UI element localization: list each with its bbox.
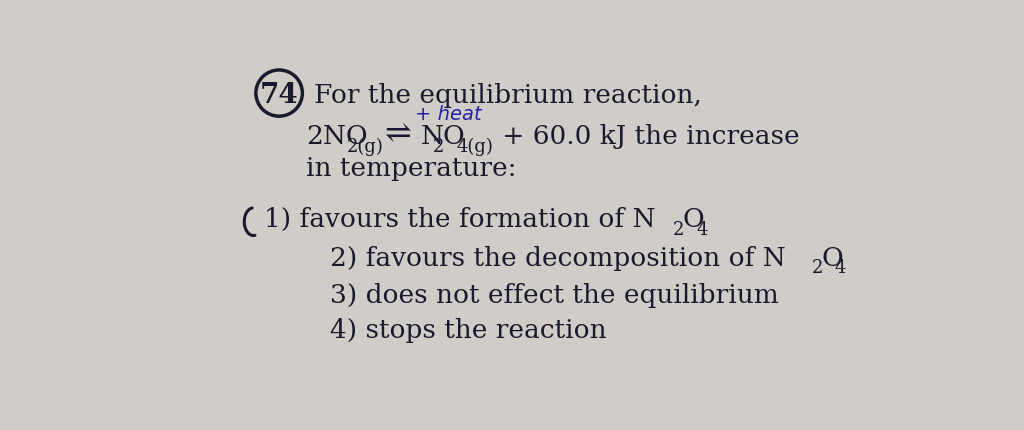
Text: O: O [683,207,705,232]
Text: 4(g): 4(g) [457,137,494,156]
Text: For the equilibrium reaction,: For the equilibrium reaction, [314,83,701,108]
Text: 2(g): 2(g) [346,137,383,156]
Text: 2) favours the decomposition of N: 2) favours the decomposition of N [330,245,785,270]
Text: ⇌: ⇌ [385,118,413,149]
Text: 2: 2 [432,138,444,156]
Text: N: N [421,124,444,149]
Text: 2: 2 [673,221,684,238]
Text: 2: 2 [812,259,823,277]
Text: 1) favours the formation of N: 1) favours the formation of N [264,207,656,232]
Text: O: O [442,124,465,149]
Text: in temperature:: in temperature: [306,156,517,181]
Text: 3) does not effect the equilibrium: 3) does not effect the equilibrium [330,282,778,307]
Text: + 60.0 kJ the increase: + 60.0 kJ the increase [494,124,800,149]
Text: 2NO: 2NO [306,124,368,149]
Text: 4: 4 [835,259,846,277]
Text: O: O [821,245,844,270]
Text: 4: 4 [696,221,708,238]
Text: 74: 74 [260,82,298,109]
Text: + heat: + heat [415,105,481,124]
Text: 4) stops the reaction: 4) stops the reaction [330,317,606,342]
